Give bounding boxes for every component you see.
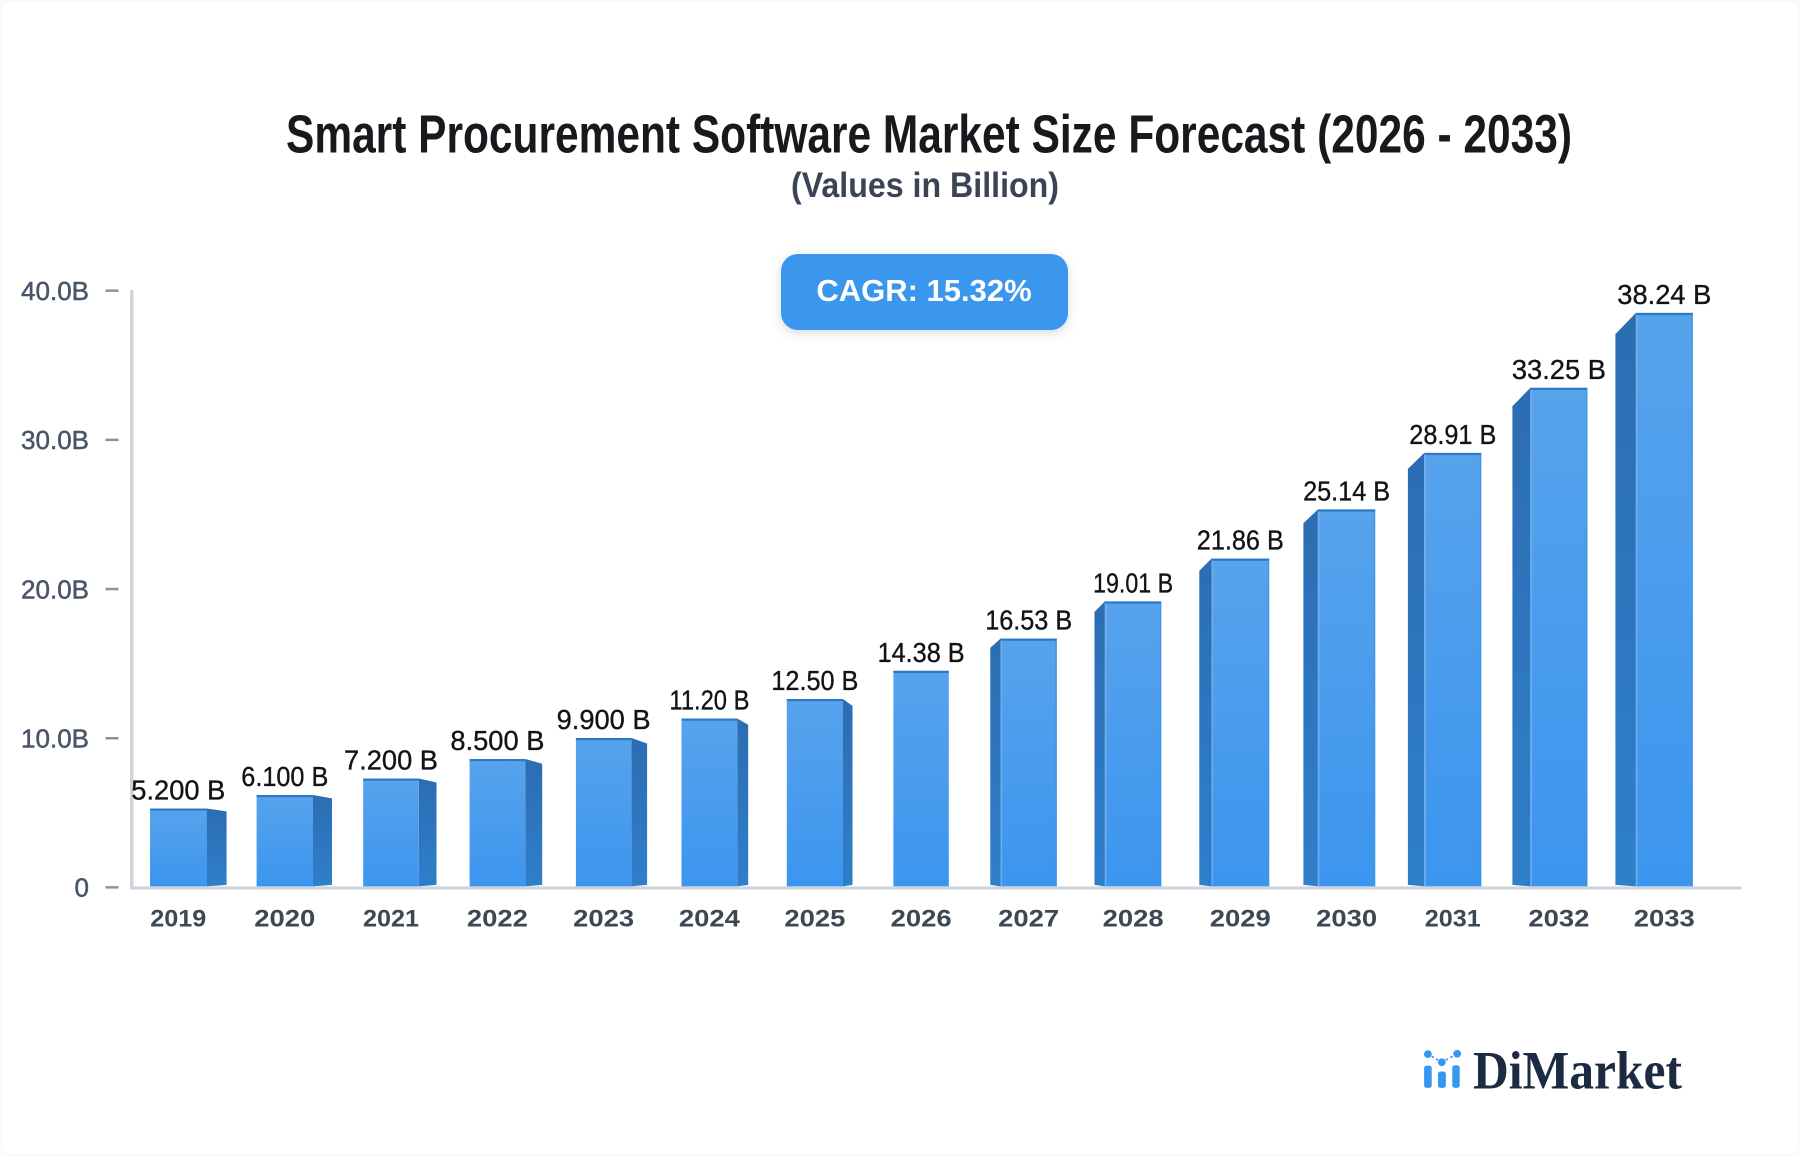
svg-text:33.25 B: 33.25 B <box>1512 354 1606 385</box>
svg-text:9.900 B: 9.900 B <box>557 704 651 735</box>
svg-text:2033: 2033 <box>1634 906 1695 933</box>
svg-text:2025: 2025 <box>784 906 845 933</box>
svg-text:11.20 B: 11.20 B <box>669 685 749 716</box>
svg-text:14.38 B: 14.38 B <box>878 637 965 668</box>
svg-text:2027: 2027 <box>998 906 1059 933</box>
svg-text:2021: 2021 <box>363 906 419 933</box>
svg-text:2024: 2024 <box>679 906 741 933</box>
svg-text:38.24 B: 38.24 B <box>1617 279 1711 310</box>
svg-text:(Values in Billion): (Values in Billion) <box>791 166 1059 205</box>
svg-text:28.91 B: 28.91 B <box>1409 419 1496 450</box>
svg-text:6.100 B: 6.100 B <box>241 761 328 792</box>
svg-text:2029: 2029 <box>1210 906 1271 933</box>
svg-text:2030: 2030 <box>1316 906 1377 933</box>
svg-text:8.500 B: 8.500 B <box>450 725 544 756</box>
svg-text:CAGR: 15.32%: CAGR: 15.32% <box>816 273 1031 308</box>
svg-text:30.0B: 30.0B <box>21 425 89 455</box>
svg-text:19.01 B: 19.01 B <box>1093 567 1173 598</box>
svg-text:2020: 2020 <box>254 906 315 933</box>
svg-text:40.0B: 40.0B <box>21 276 89 306</box>
svg-text:20.0B: 20.0B <box>21 574 89 604</box>
svg-text:16.53 B: 16.53 B <box>985 605 1072 636</box>
svg-text:5.200 B: 5.200 B <box>131 775 225 806</box>
svg-text:2032: 2032 <box>1528 906 1589 933</box>
svg-text:21.86 B: 21.86 B <box>1197 525 1284 556</box>
svg-text:Smart Procurement Software Mar: Smart Procurement Software Market Size F… <box>286 105 1572 165</box>
svg-text:2031: 2031 <box>1425 906 1481 933</box>
svg-text:2022: 2022 <box>467 906 528 933</box>
svg-text:7.200 B: 7.200 B <box>344 745 438 776</box>
svg-text:DiMarket: DiMarket <box>1473 1040 1682 1100</box>
svg-text:0: 0 <box>75 873 89 903</box>
svg-text:2026: 2026 <box>891 906 952 933</box>
svg-text:2028: 2028 <box>1103 906 1164 933</box>
svg-text:12.50 B: 12.50 B <box>771 665 858 696</box>
svg-text:10.0B: 10.0B <box>21 724 89 754</box>
svg-text:25.14 B: 25.14 B <box>1303 475 1390 506</box>
svg-text:2019: 2019 <box>150 906 206 933</box>
svg-text:2023: 2023 <box>573 906 634 933</box>
